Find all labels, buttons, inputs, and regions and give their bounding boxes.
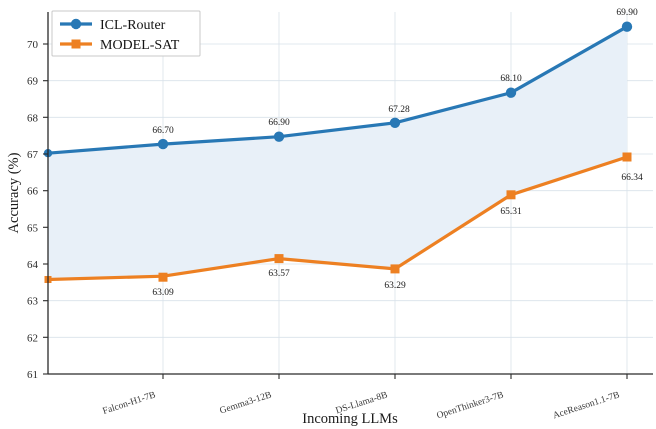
- point-label-sat-1: 63.57: [268, 269, 290, 279]
- point-label-icl-2: 67.28: [388, 105, 410, 115]
- chart-legend: ICL-Router MODEL-SAT: [51, 10, 201, 57]
- legend-entry-model-sat[interactable]: MODEL-SAT: [60, 38, 180, 53]
- point-labels-icl-router: 66.70 66.90 67.28 68.10 69.90: [152, 8, 638, 136]
- y-tick-63: 63: [27, 296, 39, 308]
- point-label-icl-0: 66.70: [152, 126, 174, 136]
- x-tick-label-4: AceReason1.1-7B: [552, 390, 621, 421]
- x-tick-marks: [162, 374, 628, 379]
- y-tick-67: 67: [27, 149, 39, 161]
- y-tick-65: 65: [27, 222, 39, 234]
- series-gap-fill: [48, 26, 627, 280]
- x-tick-label-1: Gemma3-12B: [219, 390, 273, 416]
- point-label-icl-3: 68.10: [500, 74, 522, 84]
- y-tick-69: 69: [27, 76, 39, 88]
- x-axis-title: Incoming LLMs: [302, 411, 398, 427]
- series-line-icl-router: [46, 25, 629, 155]
- x-tick-label-3: OpenThinker3-7B: [436, 390, 505, 421]
- y-tick-68: 68: [27, 112, 39, 124]
- y-tick-66: 66: [27, 186, 39, 198]
- point-label-sat-3: 65.31: [500, 207, 522, 217]
- y-axis-title: Accuracy (%): [6, 152, 22, 233]
- y-tick-labels: 70 69 68 67 66 65 64 63 62 61: [27, 39, 39, 381]
- y-tick-70: 70: [27, 39, 39, 51]
- point-label-sat-4: 66.34: [621, 173, 643, 183]
- legend-marker-circle-icon: [70, 18, 82, 30]
- point-label-icl-1: 66.90: [268, 118, 290, 128]
- y-tick-marks: [43, 43, 48, 375]
- x-tick-label-0: Falcon-H1-7B: [102, 390, 157, 416]
- legend-marker-square-icon: [71, 39, 81, 49]
- y-tick-62: 62: [27, 332, 38, 344]
- legend-entry-icl-router[interactable]: ICL-Router: [60, 18, 166, 33]
- point-label-icl-4: 69.90: [616, 8, 638, 18]
- point-label-sat-2: 63.29: [384, 281, 406, 291]
- y-tick-61: 61: [27, 369, 38, 381]
- legend-label-icl-router: ICL-Router: [100, 18, 166, 33]
- point-labels-model-sat: 63.09 63.57 63.29 65.31 66.34: [152, 173, 643, 298]
- series-line-model-sat: [46, 155, 629, 282]
- legend-label-model-sat: MODEL-SAT: [100, 38, 180, 53]
- y-tick-64: 64: [27, 259, 39, 271]
- point-label-sat-0: 63.09: [152, 288, 174, 298]
